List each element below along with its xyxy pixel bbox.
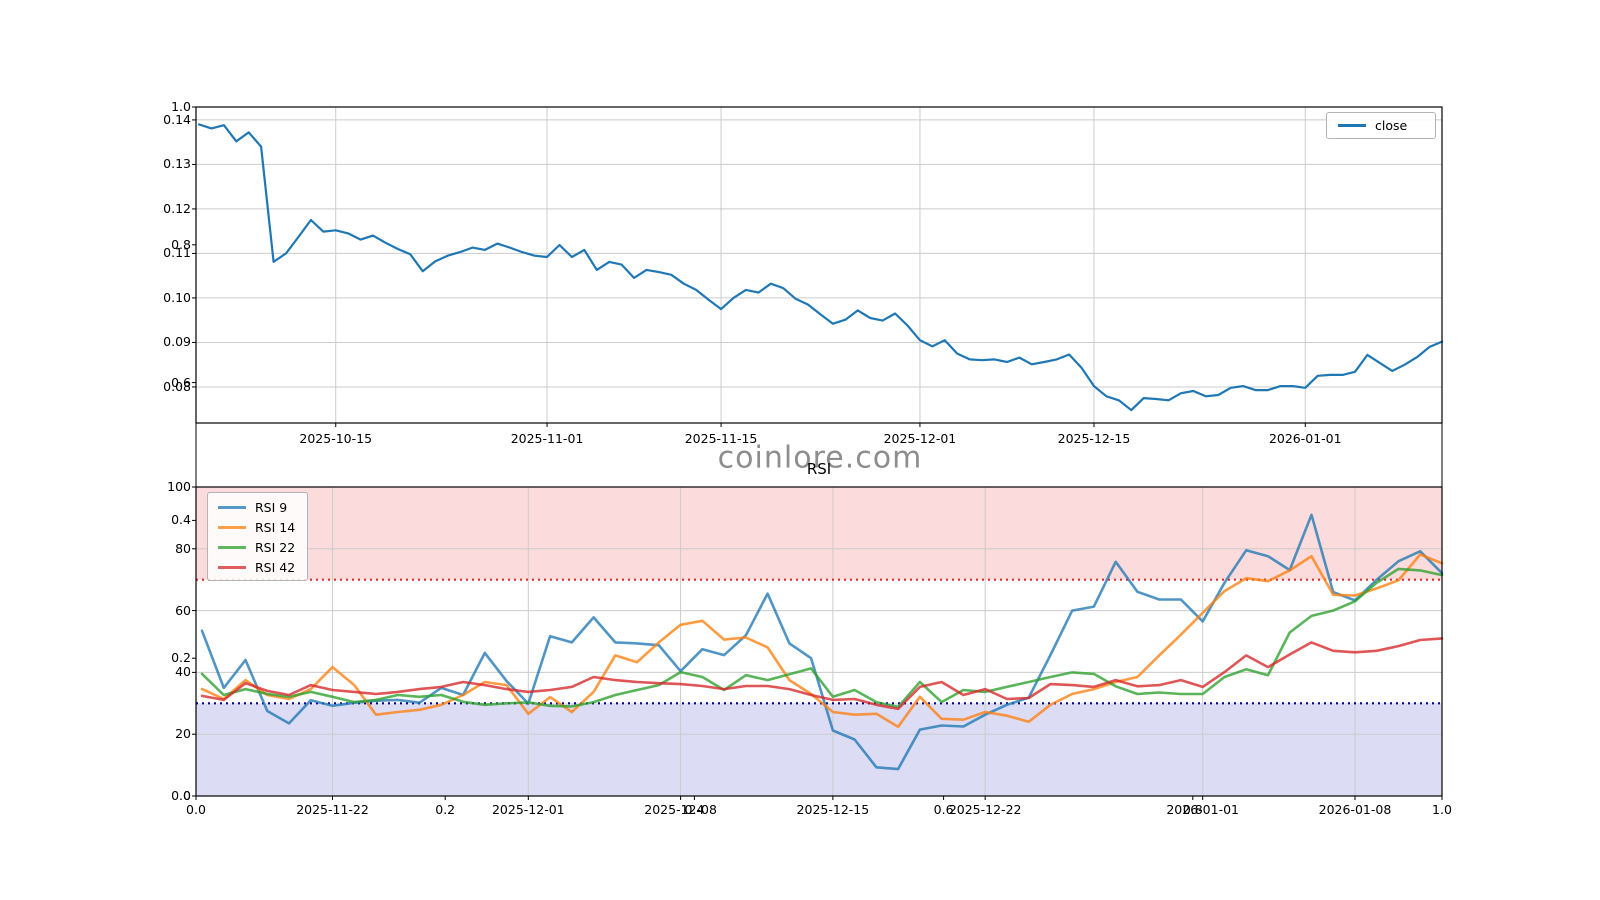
price-legend: close [1326,112,1436,139]
overlay-y-tick-label: 1.0 [171,99,191,114]
rsi42-line-swatch [218,566,246,569]
close-line-swatch [1338,124,1366,127]
price-y-tick-label: 0.10 [163,289,191,305]
rsi-y-tick-label: 60 [175,602,191,618]
rsi9-legend-label: RSI 9 [255,500,288,515]
price-y-tick-label: 0.08 [163,378,191,394]
rsi-legend-item-rsi14: RSI 14 [218,520,307,535]
rsi-legend: RSI 9 RSI 14 RSI 22 RSI 42 [207,492,308,581]
price-x-tick-label: 2025-12-01 [883,431,957,446]
close-legend-label: close [1375,118,1408,133]
rsi42-legend-label: RSI 42 [255,560,296,575]
price-x-tick-label: 2025-12-15 [1057,431,1131,446]
rsi-y-tick-label: 40 [175,664,191,680]
overlay-y-tick-label: 0.6 [171,374,191,390]
rsi22-legend-label: RSI 22 [255,540,296,555]
rsi-y-tick-label: 100 [167,479,191,494]
rsi14-legend-label: RSI 14 [255,520,296,535]
price-y-tick-label: 0.11 [163,245,191,261]
price-x-tick-label: 2025-11-15 [684,431,758,446]
price-x-tick-label: 2025-10-15 [299,431,373,446]
rsi-y-tick-label: 80 [175,540,191,556]
rsi9-line-swatch [218,506,246,509]
price-y-tick-label: 0.13 [163,156,191,172]
rsi-x-tick-label: 2025-12-22 [948,802,1022,817]
price-y-tick-label: 0.12 [163,200,191,216]
overlay-x-tick-label: 0.0 [186,802,206,817]
price-y-tick-label: 0.14 [163,111,191,127]
rsi14-line-swatch [218,526,246,529]
rsi-x-tick-label: 2025-12-01 [491,802,565,817]
rsi-legend-item-rsi9: RSI 9 [218,500,307,515]
overlay-x-tick-label: 1.0 [1432,802,1452,817]
overlay-x-tick-label: 0.8 [1182,802,1203,817]
rsi-legend-item-rsi42: RSI 42 [218,560,307,575]
price-x-tick-label: 2025-11-01 [510,431,584,446]
rsi-chart-title: RSI [806,460,832,478]
overlay-y-tick-label: 0.0 [171,788,191,803]
rsi-x-tick-label: 2026-01-01 [1166,802,1240,817]
rsi-x-tick-label: 2025-12-15 [796,802,870,817]
price-x-tick-label: 2026-01-01 [1268,431,1342,446]
rsi-y-tick-label: 0 [183,788,191,803]
rsi-x-tick-label: 2025-11-22 [296,802,369,817]
overlay-x-tick-label: 0.4 [684,802,705,817]
overlay-y-tick-label: 0.4 [171,512,191,528]
overlay-x-tick-label: 0.6 [933,802,954,817]
rsi-y-tick-label: 20 [175,726,191,742]
watermark: coinlore.com [717,440,923,476]
rsi-x-tick-label: 2025-12-08 [644,802,717,817]
rsi-legend-item-rsi22: RSI 22 [218,540,307,555]
rsi22-line-swatch [218,546,246,549]
price-y-tick-label: 0.09 [163,334,191,350]
overlay-y-tick-label: 0.8 [171,236,191,252]
rsi-x-tick-label: 2026-01-08 [1318,802,1392,817]
overlay-y-tick-label: 0.2 [171,650,191,666]
overlay-x-tick-label: 0.2 [435,802,456,817]
